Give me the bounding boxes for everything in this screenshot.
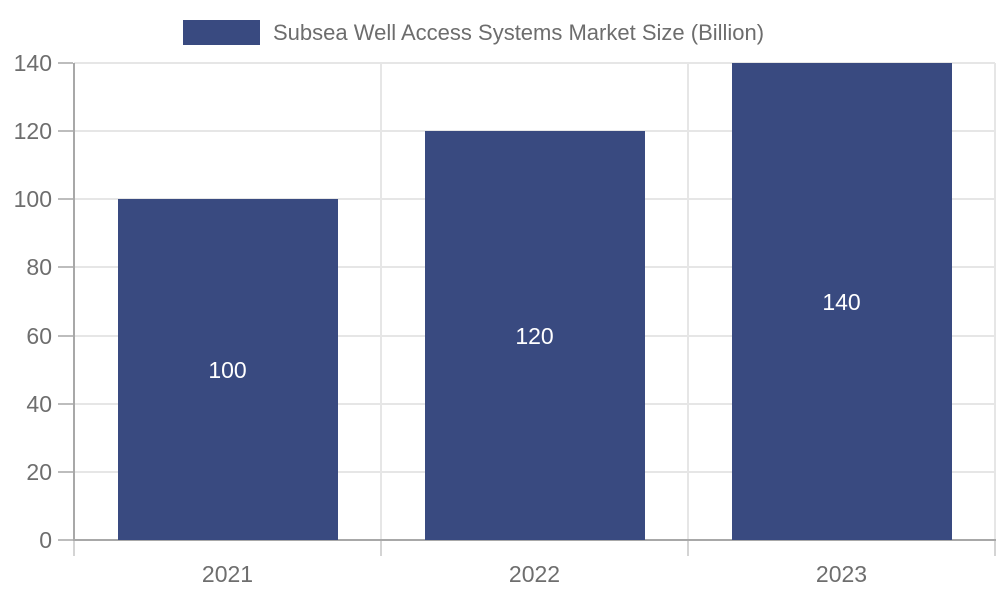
- y-tick: [58, 334, 73, 337]
- y-tick-label: 20: [26, 458, 52, 485]
- y-tick-label: 40: [26, 390, 52, 417]
- y-gridline: [74, 62, 995, 64]
- x-tick: [687, 540, 689, 556]
- x-tick-label: 2023: [815, 561, 868, 587]
- y-tick: [58, 470, 73, 473]
- bar-value-label: 100: [208, 356, 247, 383]
- y-tick-label: 100: [13, 186, 52, 213]
- y-axis-line: [73, 63, 75, 540]
- x-tick: [73, 540, 75, 556]
- y-tick-label: 80: [26, 254, 52, 281]
- y-tick: [58, 62, 73, 64]
- legend-swatch: [183, 20, 260, 45]
- x-gridline: [687, 63, 689, 540]
- y-tick: [58, 539, 73, 541]
- y-tick-label: 140: [13, 50, 52, 76]
- x-tick-label: 2022: [508, 561, 561, 587]
- x-tick-label: 2021: [201, 561, 254, 587]
- y-tick-label: 120: [13, 118, 52, 145]
- bar-2021: [117, 199, 338, 540]
- y-tick-label: 0: [39, 527, 52, 553]
- x-tick: [994, 540, 996, 556]
- bar-2023: [731, 63, 952, 540]
- bar-value-label: 140: [822, 288, 861, 315]
- x-gridline: [994, 63, 996, 540]
- legend: Subsea Well Access Systems Market Size (…: [183, 20, 764, 45]
- y-tick: [58, 402, 73, 405]
- x-gridline: [380, 63, 382, 540]
- x-axis-line: [73, 539, 996, 541]
- bar-2022: [424, 131, 645, 540]
- x-tick: [380, 540, 382, 556]
- bar-value-label: 120: [515, 322, 554, 349]
- y-tick: [58, 266, 73, 269]
- y-tick: [58, 130, 73, 133]
- legend-label: Subsea Well Access Systems Market Size (…: [273, 20, 765, 45]
- y-tick-label: 60: [26, 322, 52, 349]
- y-tick: [58, 198, 73, 201]
